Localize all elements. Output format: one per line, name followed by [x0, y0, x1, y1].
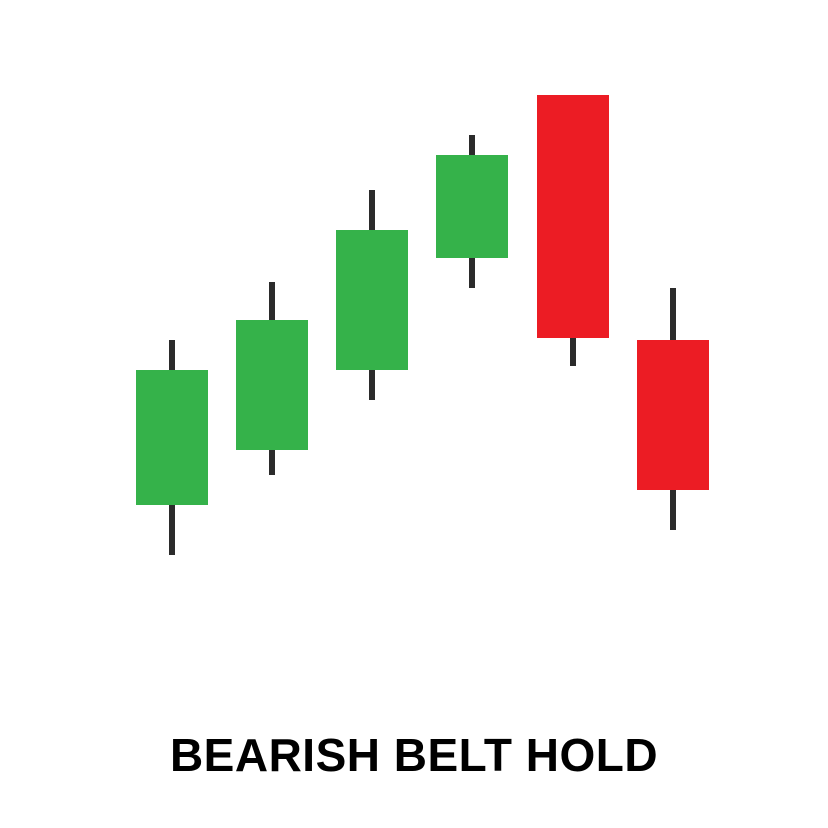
candle-body	[136, 370, 208, 505]
candle-body	[436, 155, 508, 258]
candle-body	[236, 320, 308, 450]
chart-title: BEARISH BELT HOLD	[0, 728, 828, 782]
candle-body	[336, 230, 408, 370]
candle-body	[637, 340, 709, 490]
candle-body	[537, 95, 609, 338]
candlestick-chart	[0, 0, 828, 700]
